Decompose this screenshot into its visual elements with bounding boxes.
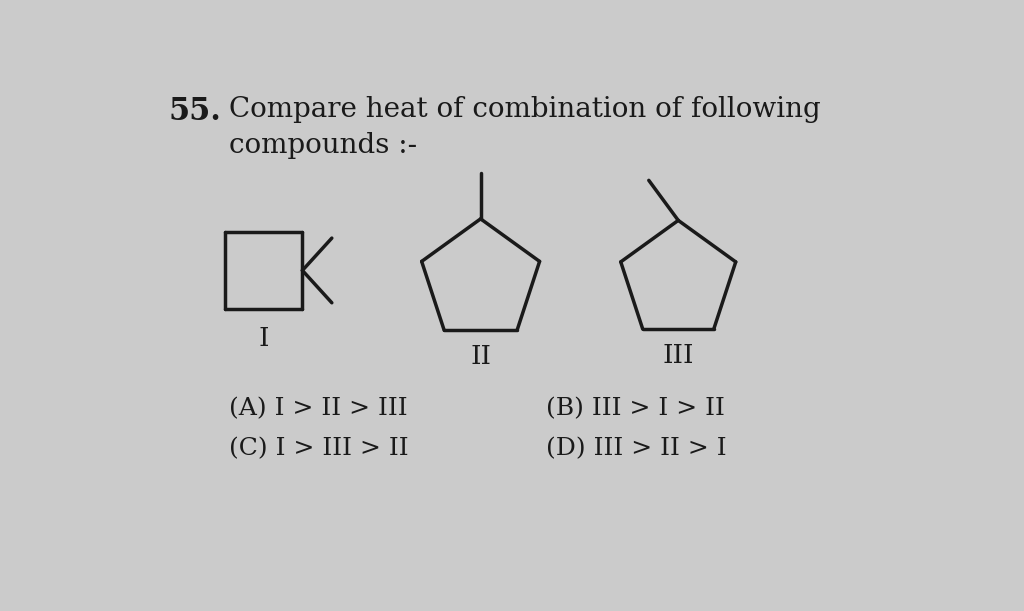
Text: III: III [663,343,694,368]
Text: (D) III > II > I: (D) III > II > I [547,437,727,461]
Text: I: I [258,326,269,351]
Text: Compare heat of combination of following: Compare heat of combination of following [228,96,820,123]
Text: (C) I > III > II: (C) I > III > II [228,437,409,461]
Text: (A) I > II > III: (A) I > II > III [228,398,408,420]
Text: 55.: 55. [168,96,221,126]
Text: II: II [470,344,492,369]
Text: (B) III > I > II: (B) III > I > II [547,398,725,420]
Text: compounds :-: compounds :- [228,132,417,159]
